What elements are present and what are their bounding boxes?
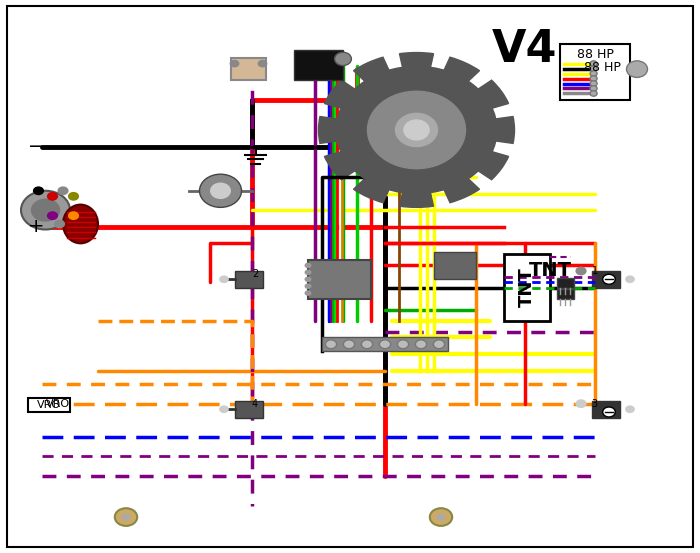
Circle shape bbox=[304, 269, 312, 275]
Bar bbox=[231, 58, 266, 80]
Circle shape bbox=[210, 182, 231, 199]
Circle shape bbox=[68, 192, 79, 201]
Circle shape bbox=[361, 340, 372, 349]
Bar bbox=[434, 252, 476, 279]
Circle shape bbox=[590, 71, 597, 76]
Circle shape bbox=[626, 61, 648, 77]
Bar bbox=[592, 271, 620, 288]
Wedge shape bbox=[416, 57, 480, 130]
Wedge shape bbox=[324, 130, 416, 180]
Bar bbox=[308, 260, 371, 299]
Bar bbox=[592, 401, 620, 418]
Text: V4: V4 bbox=[492, 28, 558, 71]
Circle shape bbox=[33, 186, 44, 195]
Wedge shape bbox=[324, 80, 416, 130]
Bar bbox=[560, 44, 630, 100]
Circle shape bbox=[398, 340, 409, 349]
Circle shape bbox=[590, 61, 597, 66]
Circle shape bbox=[47, 211, 58, 220]
Circle shape bbox=[395, 113, 438, 147]
Circle shape bbox=[326, 340, 337, 349]
Circle shape bbox=[304, 290, 312, 296]
Bar bbox=[504, 254, 550, 321]
Wedge shape bbox=[354, 130, 416, 203]
Circle shape bbox=[590, 76, 597, 81]
Bar bbox=[234, 271, 262, 288]
Text: VRO: VRO bbox=[46, 399, 69, 409]
Circle shape bbox=[258, 60, 267, 67]
Ellipse shape bbox=[63, 205, 98, 243]
Wedge shape bbox=[416, 80, 509, 130]
Circle shape bbox=[404, 120, 429, 140]
Circle shape bbox=[336, 66, 497, 194]
Circle shape bbox=[219, 405, 229, 413]
Circle shape bbox=[433, 340, 444, 349]
Bar bbox=[28, 398, 70, 412]
Text: 88 HP: 88 HP bbox=[584, 61, 622, 74]
Wedge shape bbox=[400, 130, 433, 207]
Circle shape bbox=[68, 211, 79, 220]
Text: 3: 3 bbox=[592, 399, 598, 409]
Circle shape bbox=[115, 508, 137, 526]
Text: VRO: VRO bbox=[37, 400, 61, 410]
Text: 1: 1 bbox=[592, 266, 598, 276]
Circle shape bbox=[437, 514, 445, 520]
Circle shape bbox=[21, 191, 70, 229]
Text: TNT: TNT bbox=[528, 262, 571, 280]
Circle shape bbox=[199, 174, 241, 207]
Circle shape bbox=[304, 276, 312, 282]
Circle shape bbox=[344, 340, 355, 349]
Circle shape bbox=[54, 220, 65, 228]
Circle shape bbox=[625, 405, 635, 413]
Wedge shape bbox=[354, 57, 416, 130]
Circle shape bbox=[603, 407, 615, 417]
Text: +: + bbox=[28, 217, 45, 236]
Text: 2: 2 bbox=[252, 269, 258, 279]
Wedge shape bbox=[416, 130, 509, 180]
Circle shape bbox=[304, 263, 312, 268]
Circle shape bbox=[368, 91, 466, 169]
Wedge shape bbox=[416, 130, 480, 203]
Bar bbox=[556, 278, 574, 288]
Circle shape bbox=[430, 508, 452, 526]
Bar bbox=[294, 50, 343, 80]
Circle shape bbox=[122, 514, 130, 520]
Circle shape bbox=[590, 66, 597, 71]
Circle shape bbox=[625, 275, 635, 283]
Circle shape bbox=[590, 86, 597, 91]
Bar bbox=[234, 401, 262, 418]
Circle shape bbox=[335, 53, 351, 66]
Wedge shape bbox=[400, 53, 433, 130]
Circle shape bbox=[219, 275, 229, 283]
Wedge shape bbox=[416, 117, 514, 143]
Circle shape bbox=[230, 60, 239, 67]
Circle shape bbox=[415, 340, 426, 349]
Bar bbox=[322, 337, 448, 351]
Circle shape bbox=[304, 283, 312, 289]
Text: 4: 4 bbox=[252, 399, 258, 409]
Wedge shape bbox=[318, 117, 416, 143]
Circle shape bbox=[575, 399, 587, 408]
Bar bbox=[556, 289, 574, 299]
Circle shape bbox=[590, 91, 597, 96]
Circle shape bbox=[575, 267, 587, 275]
Circle shape bbox=[57, 186, 69, 195]
Circle shape bbox=[590, 81, 597, 86]
Text: −: − bbox=[28, 137, 44, 156]
Circle shape bbox=[31, 199, 60, 222]
Text: TNT: TNT bbox=[518, 268, 536, 307]
Text: 88 HP: 88 HP bbox=[577, 48, 613, 61]
Circle shape bbox=[379, 340, 391, 349]
Circle shape bbox=[603, 274, 615, 284]
Circle shape bbox=[47, 192, 58, 201]
